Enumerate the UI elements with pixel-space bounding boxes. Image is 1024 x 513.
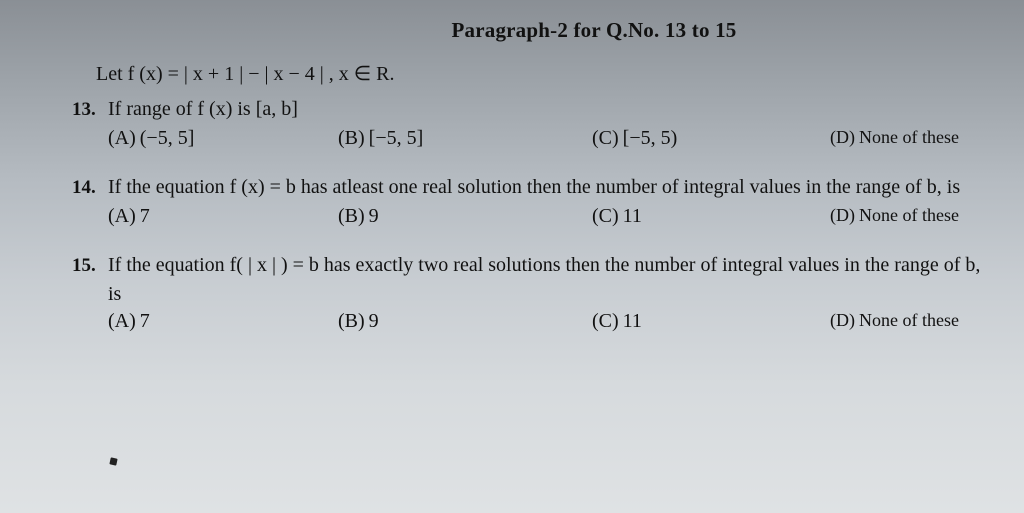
option-value: (−5, 5] [140,127,195,150]
option-value: [−5, 5) [623,127,678,150]
option-d: (D) None of these [830,127,959,150]
definition-line: Let f (x) = | x + 1 | − | x − 4 | , x ∈ … [96,61,996,86]
option-c: (C) 11 [592,205,830,228]
option-value: 9 [369,310,379,333]
option-value: None of these [859,127,959,148]
question-text: If range of f (x) is [a, b] [108,96,996,123]
question-13: 13. If range of f (x) is [a, b] (A) (−5,… [72,96,996,150]
option-b: (B) 9 [338,310,592,333]
question-number: 15. [72,255,108,277]
option-a: (A) 7 [108,205,338,228]
option-value: 9 [369,205,379,228]
option-b: (B) [−5, 5] [338,127,592,150]
question-14: 14. If the equation f (x) = b has atleas… [72,174,996,228]
option-label: (B) [338,310,365,333]
question-text: If the equation f (x) = b has atleast on… [108,174,996,201]
option-c: (C) [−5, 5) [592,127,830,150]
option-label: (C) [592,127,619,150]
option-d: (D) None of these [830,310,959,333]
option-label: (D) [830,127,855,148]
option-label: (D) [830,310,855,331]
option-b: (B) 9 [338,205,592,228]
option-value: 7 [140,310,150,333]
option-label: (D) [830,205,855,226]
option-value: 11 [623,205,642,228]
question-number: 13. [72,99,108,121]
option-label: (C) [592,310,619,333]
question-number: 14. [72,177,108,199]
option-value: 11 [623,310,642,333]
paragraph-title: Paragraph-2 for Q.No. 13 to 15 [192,18,996,43]
option-a: (A) (−5, 5] [108,127,338,150]
option-label: (C) [592,205,619,228]
option-c: (C) 11 [592,310,830,333]
option-label: (A) [108,127,136,150]
question-15: 15. If the equation f( | x | ) = b has e… [72,252,996,333]
option-value: 7 [140,205,150,228]
option-label: (A) [108,310,136,333]
question-text-continued: is [108,283,996,306]
option-label: (B) [338,127,365,150]
option-value: [−5, 5] [369,127,424,150]
option-value: None of these [859,205,959,226]
option-label: (A) [108,205,136,228]
exam-page: Paragraph-2 for Q.No. 13 to 15 Let f (x)… [0,0,1024,513]
option-label: (B) [338,205,365,228]
option-a: (A) 7 [108,310,338,333]
option-d: (D) None of these [830,205,959,228]
ink-dot [109,457,117,465]
question-text: If the equation f( | x | ) = b has exact… [108,252,996,279]
option-value: None of these [859,310,959,331]
